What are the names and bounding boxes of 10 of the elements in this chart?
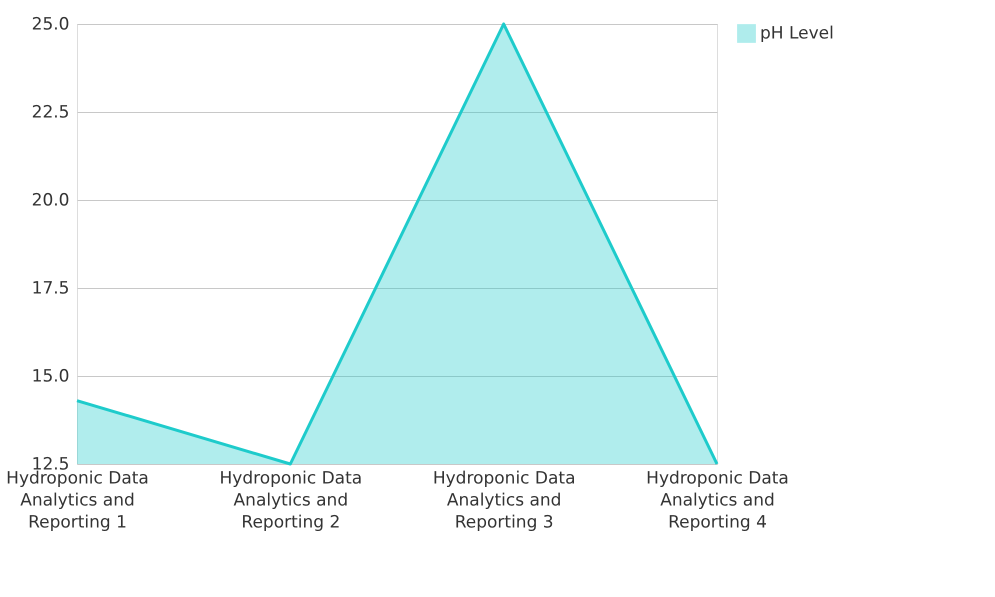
y-tick-label: 22.5 — [32, 102, 70, 122]
y-tick-label: 17.5 — [32, 278, 70, 298]
x-tick-label: Hydroponic Data Analytics and Reporting 2 — [219, 468, 362, 532]
y-tick-label: 15.0 — [32, 366, 70, 386]
x-tick-label: Hydroponic Data Analytics and Reporting 3 — [432, 468, 576, 532]
x-tick-label: Hydroponic Data Analytics and Reporting 4 — [646, 468, 789, 532]
x-tick-label: Hydroponic Data Analytics and Reporting 1 — [6, 468, 149, 532]
y-tick-label: 25.0 — [32, 14, 70, 34]
legend-label: pH Level — [760, 24, 834, 44]
y-tick-label: 20.0 — [32, 190, 70, 210]
